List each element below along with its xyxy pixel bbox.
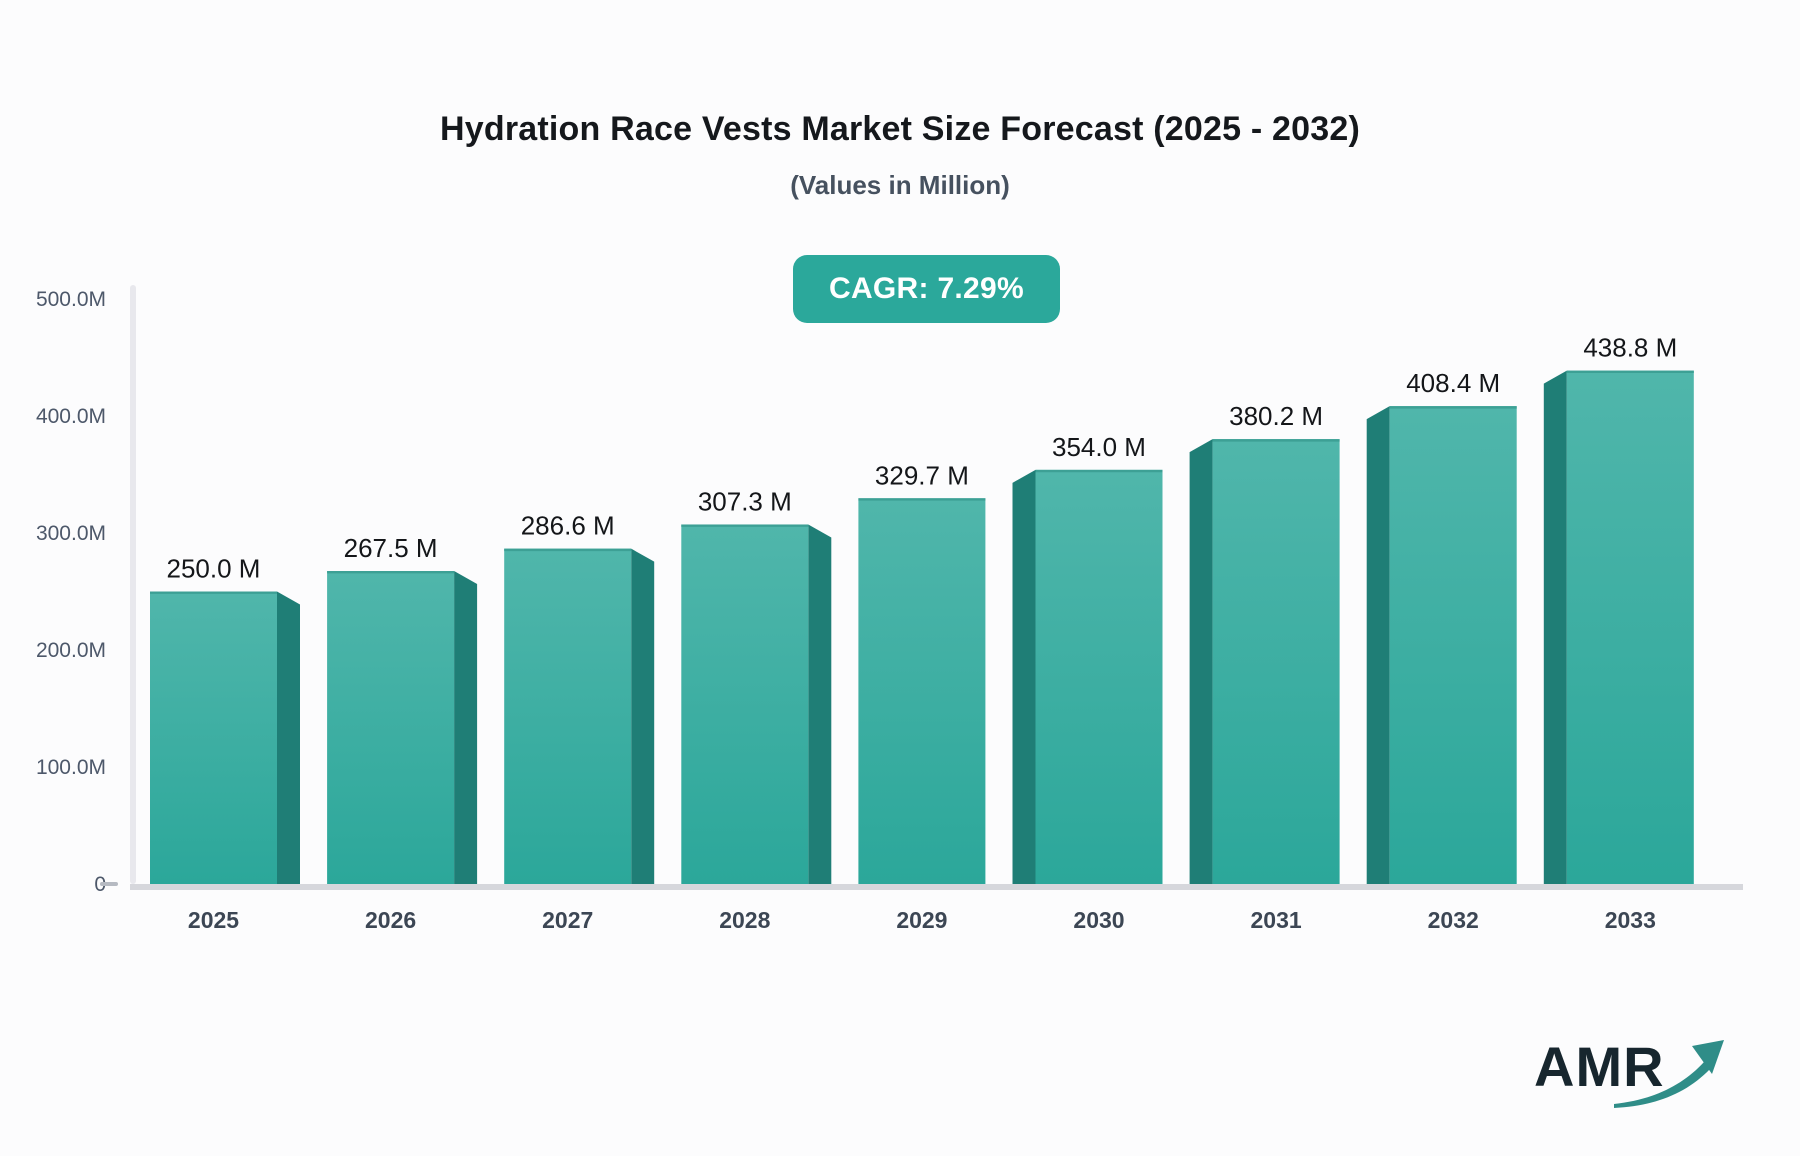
bar-value-label: 408.4 M xyxy=(1406,368,1500,398)
bar-side-face xyxy=(631,548,655,886)
bar-value-label: 286.6 M xyxy=(521,511,615,541)
bar-value-label: 438.8 M xyxy=(1583,333,1677,363)
bar-2028 xyxy=(681,524,809,886)
x-axis-year-label: 2025 xyxy=(188,907,239,933)
amr-logo-text: AMR xyxy=(1534,1035,1665,1098)
x-axis-year-label: 2029 xyxy=(896,907,947,933)
bar-2025 xyxy=(150,591,277,886)
bar-value-label: 250.0 M xyxy=(167,554,261,584)
x-axis-year-label: 2032 xyxy=(1428,907,1479,933)
y-tick-label: 200.0M xyxy=(36,639,106,662)
zero-tick-mark xyxy=(100,882,118,886)
bar-side-face xyxy=(1366,406,1390,886)
bar-value-label: 267.5 M xyxy=(344,533,438,563)
x-axis-year-label: 2028 xyxy=(719,907,770,933)
x-axis-year-label: 2030 xyxy=(1073,907,1124,933)
bar-side-face xyxy=(1012,469,1036,886)
y-tick-label: 500.0M xyxy=(36,288,106,311)
bar-value-label: 354.0 M xyxy=(1052,432,1146,462)
bar-value-label: 329.7 M xyxy=(875,460,969,490)
bar-2031 xyxy=(1212,439,1340,886)
bar-value-label: 307.3 M xyxy=(698,486,792,516)
amr-logo: AMR xyxy=(1528,1034,1778,1120)
bar-2033 xyxy=(1566,370,1694,886)
y-tick-label: 300.0M xyxy=(36,522,106,545)
x-axis-year-label: 2033 xyxy=(1605,907,1656,933)
bar-2032 xyxy=(1389,406,1517,886)
x-axis-year-label: 2027 xyxy=(542,907,593,933)
x-axis-year-label: 2026 xyxy=(365,907,416,933)
bar-2030 xyxy=(1035,469,1163,886)
chart-title: Hydration Race Vests Market Size Forecas… xyxy=(440,110,1360,148)
bar-2027 xyxy=(504,548,632,886)
bar-2029 xyxy=(858,498,986,886)
bar-side-face xyxy=(1189,439,1213,886)
bar-value-label: 380.2 M xyxy=(1229,401,1323,431)
y-tick-label: 100.0M xyxy=(36,756,106,779)
x-axis-baseline xyxy=(130,884,1743,890)
cagr-badge: CAGR: 7.29% xyxy=(793,255,1060,323)
y-tick-label: 400.0M xyxy=(36,405,106,428)
bar-2026 xyxy=(327,571,455,886)
x-axis-year-label: 2031 xyxy=(1251,907,1302,933)
bar-side-face xyxy=(1543,370,1567,886)
bar-side-face xyxy=(808,524,832,886)
chart-subtitle: (Values in Million) xyxy=(790,170,1010,200)
cagr-badge-label: CAGR: 7.29% xyxy=(828,272,1025,305)
bar-side-face xyxy=(277,591,300,886)
growth-arrow-icon xyxy=(1614,1040,1724,1108)
y-axis-line xyxy=(130,285,136,884)
bar-side-face xyxy=(454,571,478,886)
